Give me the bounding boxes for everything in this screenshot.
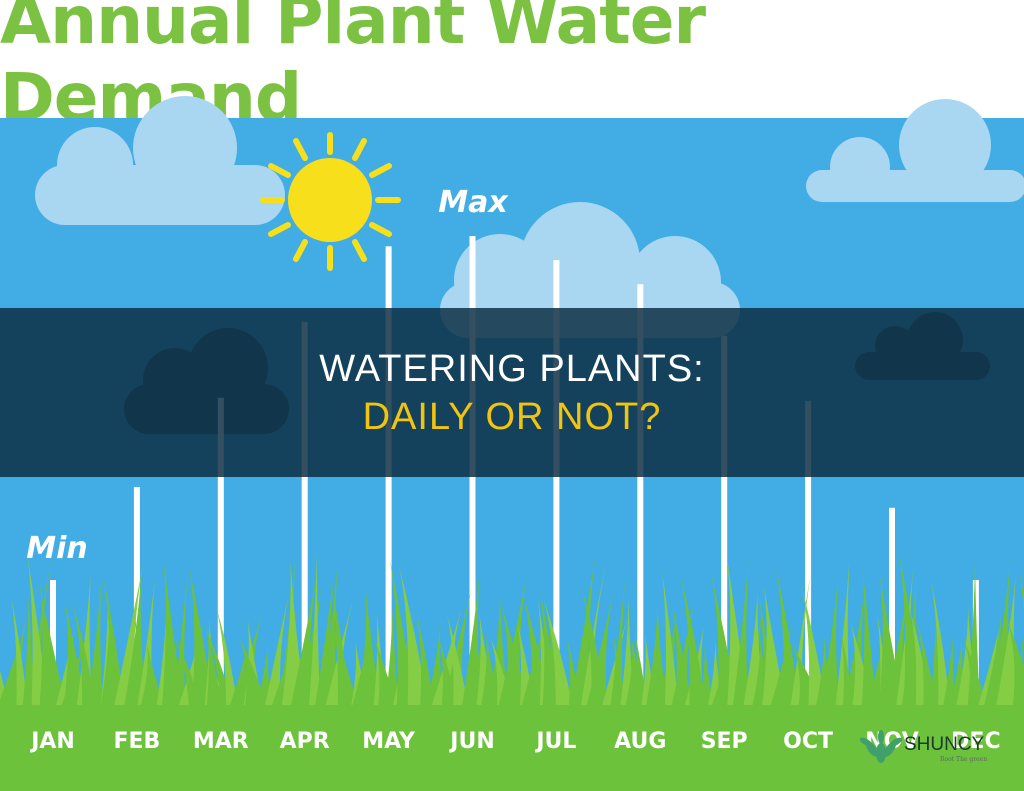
x-tick-label-apr: APR (280, 729, 330, 754)
x-tick-label-aug: AUG (614, 729, 666, 754)
brand-name: SHUNCY (904, 734, 985, 755)
x-tick-label-jul: JUL (534, 729, 576, 754)
x-tick-label-oct: OCT (783, 729, 833, 754)
bar-jul (553, 260, 560, 718)
x-tick-label-feb: FEB (113, 729, 160, 754)
grass-blade (699, 645, 714, 705)
grass-blade (216, 606, 238, 705)
grass-blade (726, 556, 749, 705)
grass-blade (206, 623, 222, 705)
grass-blade (416, 612, 435, 705)
grass-blade (862, 569, 877, 705)
grass-blade (257, 642, 272, 705)
grass-blade (943, 636, 956, 705)
grass-blade (265, 593, 289, 705)
grass-blade (173, 577, 188, 705)
scale-min-label: Min (26, 531, 88, 566)
grass-blade (680, 573, 706, 705)
sky-decoration (35, 96, 1024, 434)
bar-mar (217, 397, 224, 718)
title-banner: WATERING PLANTS: DAILY OR NOT? (0, 308, 1024, 477)
brand-tagline: Root The green (940, 756, 988, 763)
grass-blade (398, 564, 428, 705)
bar-may (385, 246, 392, 719)
grass-blade (672, 605, 693, 705)
x-tick-label-mar: MAR (193, 729, 249, 754)
grass-blade (1007, 619, 1024, 705)
grass-blade (879, 572, 903, 705)
grass-blade (114, 563, 144, 705)
scale-max-label: Max (438, 185, 509, 220)
cloud-icon (35, 96, 285, 225)
x-tick-label-jun: JUN (448, 729, 494, 754)
grass-blade (646, 601, 668, 705)
x-tick-label-dec: DEC (951, 729, 1000, 754)
bar-aug (637, 284, 644, 718)
sun-icon (260, 132, 401, 271)
grass-blade (87, 580, 104, 705)
banner-line-2: DAILY OR NOT? (362, 395, 662, 438)
grass-blade (72, 602, 96, 705)
grass-blade (544, 601, 573, 705)
grass-blade (581, 586, 607, 705)
cloud-icon (806, 99, 1024, 202)
grass-blade (931, 579, 950, 705)
grass-blade (329, 615, 357, 705)
grass-blade (1018, 569, 1024, 612)
banner-line-1: WATERING PLANTS: (319, 347, 705, 390)
x-axis-labels: JANFEBMARAPRMAYJUNJULAUGSEPOCTNOVDEC (29, 729, 1000, 754)
grass-blade (174, 637, 200, 705)
grass-ground (0, 690, 1024, 791)
grass-blade (42, 602, 66, 705)
grass-blade (996, 576, 1019, 705)
grass-blade (239, 637, 268, 705)
grass-blade (963, 638, 987, 705)
grass-blade (102, 574, 125, 705)
grass-blade (802, 587, 827, 705)
grass-blade (309, 552, 321, 705)
x-tick-label-jan: JAN (29, 729, 75, 754)
grass-blade (358, 588, 382, 705)
bar-nov (889, 507, 895, 718)
bar-sep (721, 335, 728, 718)
grass-blade (140, 644, 165, 705)
grass-blade (662, 570, 679, 705)
grass-decoration (0, 550, 1024, 791)
bar-jun (469, 236, 476, 718)
brand-logo[interactable]: SHUNCY Root The green (860, 725, 1010, 765)
chart-title: Annual Plant Water Demand (0, 0, 706, 136)
bar-oct (805, 401, 812, 718)
grass-blade (733, 558, 749, 705)
x-tick-label-may: MAY (362, 729, 416, 754)
grass-blade (570, 553, 596, 705)
plant-leaf-icon (860, 730, 902, 763)
grass-blade (11, 597, 28, 705)
grass-blade (385, 606, 399, 705)
grass-blade (821, 577, 840, 705)
grass-blade (320, 561, 338, 705)
grass-blade (205, 629, 232, 705)
grass-blade (916, 622, 937, 705)
grass-blade (610, 580, 625, 705)
bar-apr (301, 322, 308, 718)
grass-blade (447, 614, 469, 705)
grass-blade (775, 565, 800, 705)
x-tick-label-sep: SEP (701, 729, 748, 754)
